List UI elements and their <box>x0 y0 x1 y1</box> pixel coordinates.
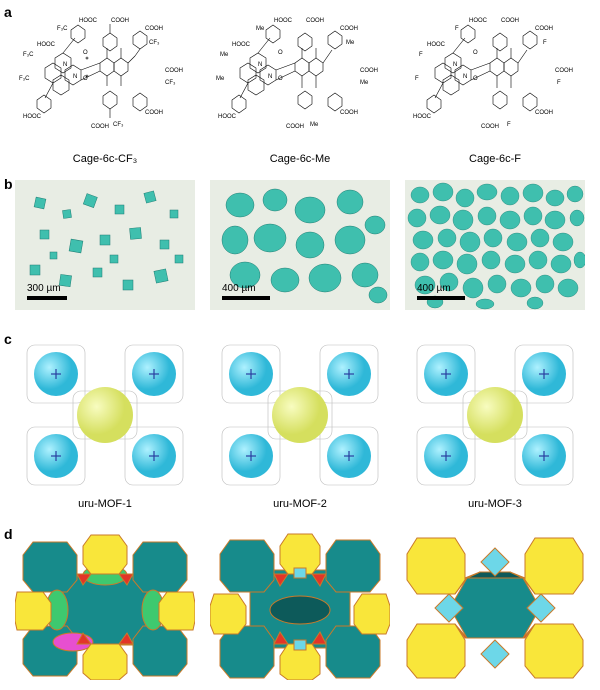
panel-c3 <box>405 335 585 495</box>
svg-text:HOOC: HOOC <box>427 42 446 48</box>
scalebar-3 <box>417 296 465 300</box>
mof-structure-3 <box>405 335 585 495</box>
svg-text:CF₃: CF₃ <box>165 80 176 86</box>
svg-text:HOOC: HOOC <box>274 18 293 24</box>
caption-c2: uru-MOF-2 <box>210 498 390 510</box>
svg-text:COOH: COOH <box>165 68 183 74</box>
svg-text:COOH: COOH <box>145 26 163 32</box>
svg-text:COOH: COOH <box>481 124 499 130</box>
svg-text:O: O <box>473 76 478 82</box>
label-a: a <box>4 4 12 20</box>
caption-a1: Cage-6c-CF₃ <box>15 153 195 165</box>
label-c: c <box>4 331 12 347</box>
cage-structure-1: COOH COOH CF₃ COOH CF₃ COOH CF₃ COOH HOO… <box>15 8 195 148</box>
svg-text:O: O <box>278 76 283 82</box>
panel-d1 <box>15 530 195 680</box>
svg-text:COOH: COOH <box>111 18 129 24</box>
label-b: b <box>4 176 13 192</box>
label-d: d <box>4 526 13 542</box>
svg-text:N: N <box>463 74 467 80</box>
svg-text:F: F <box>415 76 419 82</box>
svg-text:Me: Me <box>216 76 225 82</box>
panel-a1: COOH COOH CF₃ COOH CF₃ COOH CF₃ COOH HOO… <box>15 8 195 148</box>
svg-text:N: N <box>63 62 67 68</box>
svg-text:HOOC: HOOC <box>37 42 56 48</box>
cage-structure-2: COOH COOH Me COOH Me COOH Me COOH HOOC M… <box>210 8 390 148</box>
svg-text:COOH: COOH <box>360 68 378 74</box>
svg-text:Me: Me <box>256 26 265 32</box>
panel-d2 <box>210 530 390 680</box>
tiling-2 <box>210 530 390 680</box>
svg-text:COOH: COOH <box>535 26 553 32</box>
svg-text:HOOC: HOOC <box>232 42 251 48</box>
panel-c1 <box>15 335 195 495</box>
panel-b2: 400 µm <box>210 180 390 310</box>
svg-text:HOOC: HOOC <box>218 114 237 120</box>
svg-text:F₃C: F₃C <box>19 76 30 82</box>
svg-text:HOOC: HOOC <box>23 114 42 120</box>
svg-text:N: N <box>268 74 272 80</box>
svg-text:COOH: COOH <box>555 68 573 74</box>
mof-structure-1 <box>15 335 195 495</box>
svg-text:COOH: COOH <box>501 18 519 24</box>
panel-c2 <box>210 335 390 495</box>
svg-text:F₃C: F₃C <box>23 52 34 58</box>
svg-text:F: F <box>455 26 459 32</box>
svg-text:COOH: COOH <box>535 110 553 116</box>
svg-text:F: F <box>557 80 561 86</box>
panel-a3: COOH COOH F COOH F COOH F COOH HOOC F F … <box>405 8 585 148</box>
tiling-3 <box>405 530 585 680</box>
svg-text:COOH: COOH <box>286 124 304 130</box>
caption-a2: Cage-6c-Me <box>210 153 390 165</box>
svg-text:Me: Me <box>346 40 355 46</box>
panel-b3: 400 µm <box>405 180 585 310</box>
svg-text:F: F <box>507 122 511 128</box>
panel-d3 <box>405 530 585 680</box>
scalebar-2 <box>222 296 270 300</box>
svg-text:Me: Me <box>220 52 229 58</box>
svg-text:Me: Me <box>310 122 319 128</box>
svg-text:N: N <box>453 62 457 68</box>
svg-text:HOOC: HOOC <box>469 18 488 24</box>
cage-structure-3: COOH COOH F COOH F COOH F COOH HOOC F F … <box>405 8 585 148</box>
scalebar-1 <box>27 296 67 300</box>
svg-text:F: F <box>419 52 423 58</box>
caption-c1: uru-MOF-1 <box>15 498 195 510</box>
tiling-1 <box>15 530 195 680</box>
figure: a b c d <box>0 0 600 690</box>
scalebar-label-1: 300 µm <box>27 283 61 294</box>
svg-text:F₃C: F₃C <box>57 26 68 32</box>
svg-text:O: O <box>278 50 283 56</box>
svg-text:N: N <box>73 74 77 80</box>
svg-text:HOOC: HOOC <box>79 18 98 24</box>
caption-a3: Cage-6c-F <box>405 153 585 165</box>
svg-text:COOH: COOH <box>145 110 163 116</box>
panel-b1: 300 µm <box>15 180 195 310</box>
svg-text:F: F <box>543 40 547 46</box>
scalebar-label-3: 400 µm <box>417 283 451 294</box>
svg-text:N: N <box>258 62 262 68</box>
svg-text:CF₃: CF₃ <box>149 40 160 46</box>
svg-text:O: O <box>83 76 88 82</box>
panel-a2: COOH COOH Me COOH Me COOH Me COOH HOOC M… <box>210 8 390 148</box>
scalebar-label-2: 400 µm <box>222 283 256 294</box>
svg-text:CF₃: CF₃ <box>113 122 124 128</box>
svg-text:COOH: COOH <box>340 110 358 116</box>
svg-text:Me: Me <box>360 80 369 86</box>
svg-text:O: O <box>473 50 478 56</box>
svg-text:HOOC: HOOC <box>413 114 432 120</box>
svg-text:COOH: COOH <box>306 18 324 24</box>
mof-structure-2 <box>210 335 390 495</box>
svg-text:COOH: COOH <box>91 124 109 130</box>
svg-text:O: O <box>83 50 88 56</box>
svg-text:COOH: COOH <box>340 26 358 32</box>
caption-c3: uru-MOF-3 <box>405 498 585 510</box>
